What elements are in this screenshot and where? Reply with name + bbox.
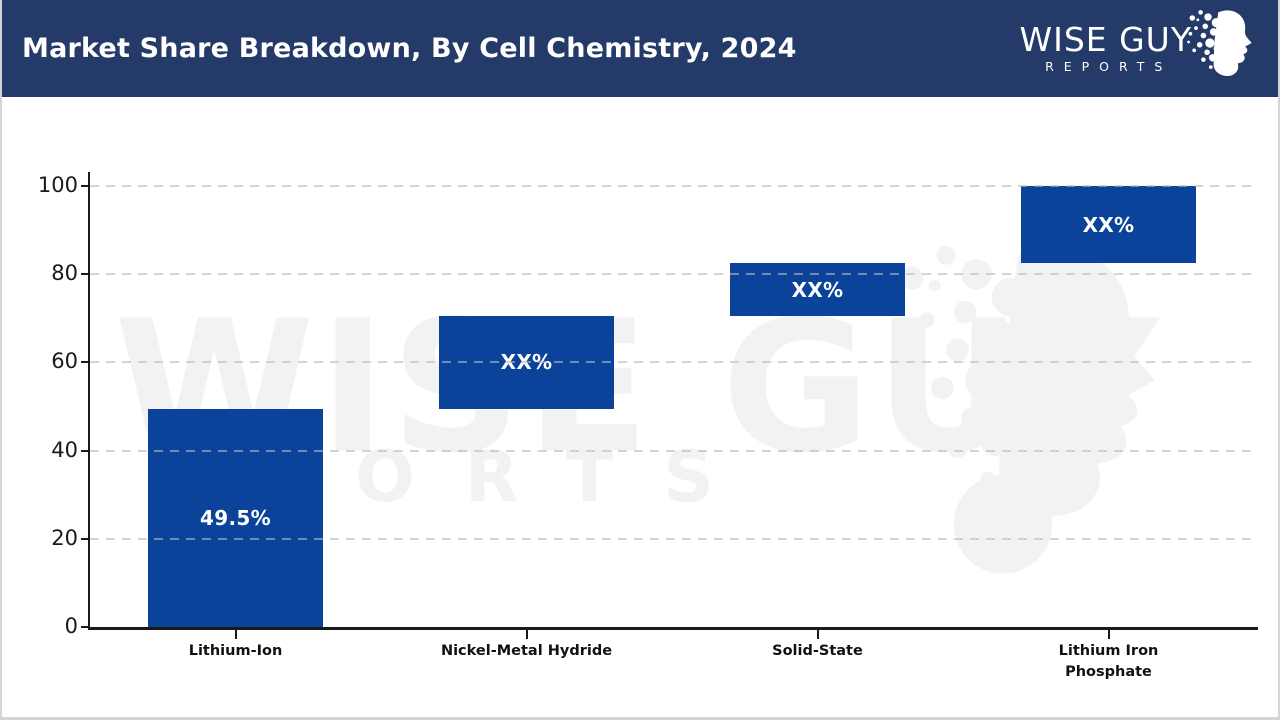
watermark-face-icon (896, 245, 1155, 574)
wise-guy-face-icon (1187, 9, 1252, 76)
x-category-label: Nickel-Metal Hydride (440, 643, 613, 659)
bar-solid-state: XX% (730, 263, 905, 317)
y-tick-label: 100 (37, 173, 78, 197)
gridline (90, 273, 1254, 276)
y-tick-mark (81, 361, 90, 364)
x-tick-mark (816, 630, 819, 639)
y-tick-mark (81, 185, 90, 187)
bar-lithium-ion: 49.5% (148, 408, 323, 627)
y-tick-label: 20 (51, 525, 78, 550)
bar-value-label: 49.5% (200, 505, 271, 530)
logo-wordmark: WISE GUY (1019, 20, 1192, 60)
bar-value-label: XX% (791, 277, 844, 302)
y-tick-mark (81, 449, 90, 452)
x-category-label: Solid-State (772, 643, 863, 659)
x-tick-mark (525, 630, 528, 639)
x-axis-line (88, 627, 1258, 630)
y-tick-mark (81, 273, 90, 276)
gridline (90, 537, 1254, 540)
y-axis-line (88, 172, 90, 629)
wise-guy-reports-logo: WISE GUY REPORTS (1019, 0, 1268, 97)
gridline (90, 361, 1254, 364)
logo-subtext: REPORTS (1045, 58, 1173, 74)
x-category-label: Lithium-Ion (188, 643, 283, 659)
y-tick-mark (81, 626, 90, 628)
bar-value-label: XX% (1082, 212, 1135, 237)
y-tick-mark (81, 537, 90, 540)
bar-lithium-iron-phosphate: XX% (1021, 186, 1196, 264)
gridline (90, 449, 1254, 452)
y-tick-label: 60 (51, 349, 78, 374)
x-tick-mark (234, 630, 237, 639)
y-tick-label: 40 (51, 437, 78, 462)
watermark-subtext: PORTS (254, 436, 764, 518)
y-tick-label: 0 (64, 614, 78, 638)
x-category-label: Lithium Iron Phosphate (1058, 643, 1159, 681)
chart-title: Market Share Breakdown, By Cell Chemistr… (22, 33, 797, 64)
header-bar: Market Share Breakdown, By Cell Chemistr… (2, 0, 1278, 97)
x-tick-mark (1107, 630, 1110, 639)
y-tick-label: 80 (51, 261, 78, 286)
gridline (90, 185, 1254, 187)
